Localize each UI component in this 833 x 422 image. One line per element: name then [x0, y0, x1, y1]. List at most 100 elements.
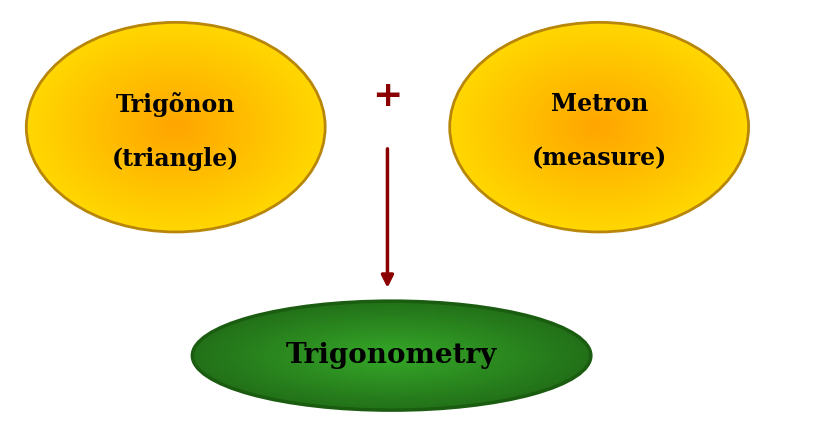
Ellipse shape — [358, 346, 425, 365]
Ellipse shape — [315, 335, 468, 376]
Ellipse shape — [84, 63, 267, 191]
Ellipse shape — [51, 39, 301, 215]
Ellipse shape — [466, 34, 731, 220]
Ellipse shape — [305, 332, 478, 379]
Ellipse shape — [42, 33, 310, 222]
Ellipse shape — [362, 347, 421, 364]
Ellipse shape — [110, 81, 241, 173]
Ellipse shape — [530, 78, 668, 176]
Ellipse shape — [127, 93, 224, 161]
Ellipse shape — [43, 34, 308, 220]
Ellipse shape — [242, 315, 541, 397]
Ellipse shape — [543, 88, 656, 166]
Ellipse shape — [582, 115, 616, 139]
Ellipse shape — [463, 32, 736, 223]
Ellipse shape — [147, 108, 204, 147]
Ellipse shape — [451, 24, 746, 231]
Ellipse shape — [69, 52, 282, 202]
Ellipse shape — [172, 124, 179, 130]
Ellipse shape — [165, 119, 187, 135]
Ellipse shape — [492, 52, 706, 202]
Ellipse shape — [192, 301, 591, 410]
Ellipse shape — [513, 67, 685, 187]
Ellipse shape — [483, 46, 715, 208]
Ellipse shape — [480, 43, 719, 211]
Text: (triangle): (triangle) — [112, 146, 239, 170]
Ellipse shape — [298, 330, 485, 381]
Ellipse shape — [90, 67, 262, 187]
Ellipse shape — [489, 50, 710, 204]
Ellipse shape — [459, 29, 739, 225]
Ellipse shape — [450, 22, 749, 232]
Ellipse shape — [345, 343, 438, 368]
Ellipse shape — [526, 76, 672, 178]
Ellipse shape — [209, 306, 574, 406]
Ellipse shape — [481, 45, 717, 210]
Ellipse shape — [92, 68, 260, 186]
Ellipse shape — [332, 339, 451, 372]
Ellipse shape — [576, 111, 621, 143]
Ellipse shape — [591, 122, 606, 133]
Ellipse shape — [502, 59, 696, 195]
Ellipse shape — [546, 90, 651, 164]
Ellipse shape — [571, 108, 627, 147]
Ellipse shape — [37, 30, 314, 224]
Ellipse shape — [256, 318, 528, 393]
Ellipse shape — [212, 306, 571, 405]
Ellipse shape — [579, 113, 620, 141]
Ellipse shape — [597, 126, 601, 128]
Ellipse shape — [500, 58, 698, 197]
Ellipse shape — [564, 102, 635, 152]
Ellipse shape — [318, 335, 465, 376]
Ellipse shape — [170, 123, 182, 131]
Ellipse shape — [125, 92, 227, 162]
Ellipse shape — [279, 325, 505, 387]
Ellipse shape — [249, 316, 535, 395]
Ellipse shape — [157, 114, 194, 140]
Ellipse shape — [596, 124, 603, 130]
Ellipse shape — [515, 68, 683, 186]
Ellipse shape — [129, 95, 222, 160]
Ellipse shape — [199, 303, 584, 408]
Ellipse shape — [507, 63, 691, 191]
Ellipse shape — [566, 103, 633, 151]
Ellipse shape — [34, 27, 317, 227]
Text: Metron: Metron — [551, 92, 648, 116]
Ellipse shape — [532, 80, 666, 174]
Ellipse shape — [103, 76, 248, 178]
Ellipse shape — [506, 62, 692, 193]
Ellipse shape — [517, 70, 681, 185]
Text: Trigõnon: Trigõnon — [116, 92, 236, 116]
Ellipse shape — [36, 29, 316, 225]
Ellipse shape — [457, 27, 741, 227]
Ellipse shape — [32, 26, 320, 228]
Ellipse shape — [88, 65, 263, 189]
Ellipse shape — [453, 25, 745, 229]
Ellipse shape — [77, 58, 275, 197]
Ellipse shape — [474, 39, 725, 215]
Ellipse shape — [107, 78, 245, 176]
Ellipse shape — [487, 49, 711, 206]
Ellipse shape — [556, 97, 642, 157]
Ellipse shape — [67, 51, 284, 203]
Ellipse shape — [372, 350, 412, 361]
Ellipse shape — [63, 49, 288, 206]
Ellipse shape — [168, 122, 183, 133]
Ellipse shape — [498, 57, 700, 198]
Ellipse shape — [202, 304, 581, 407]
Ellipse shape — [558, 98, 641, 156]
Ellipse shape — [27, 22, 325, 232]
Ellipse shape — [468, 35, 730, 219]
Ellipse shape — [54, 42, 297, 212]
Ellipse shape — [81, 60, 271, 194]
Ellipse shape — [561, 101, 636, 153]
Ellipse shape — [378, 352, 405, 359]
Ellipse shape — [116, 85, 236, 169]
Ellipse shape — [456, 26, 743, 228]
Ellipse shape — [219, 308, 564, 403]
Ellipse shape — [259, 319, 525, 392]
Ellipse shape — [272, 323, 511, 388]
Ellipse shape — [239, 314, 544, 398]
Ellipse shape — [112, 83, 239, 172]
Ellipse shape — [28, 24, 323, 231]
